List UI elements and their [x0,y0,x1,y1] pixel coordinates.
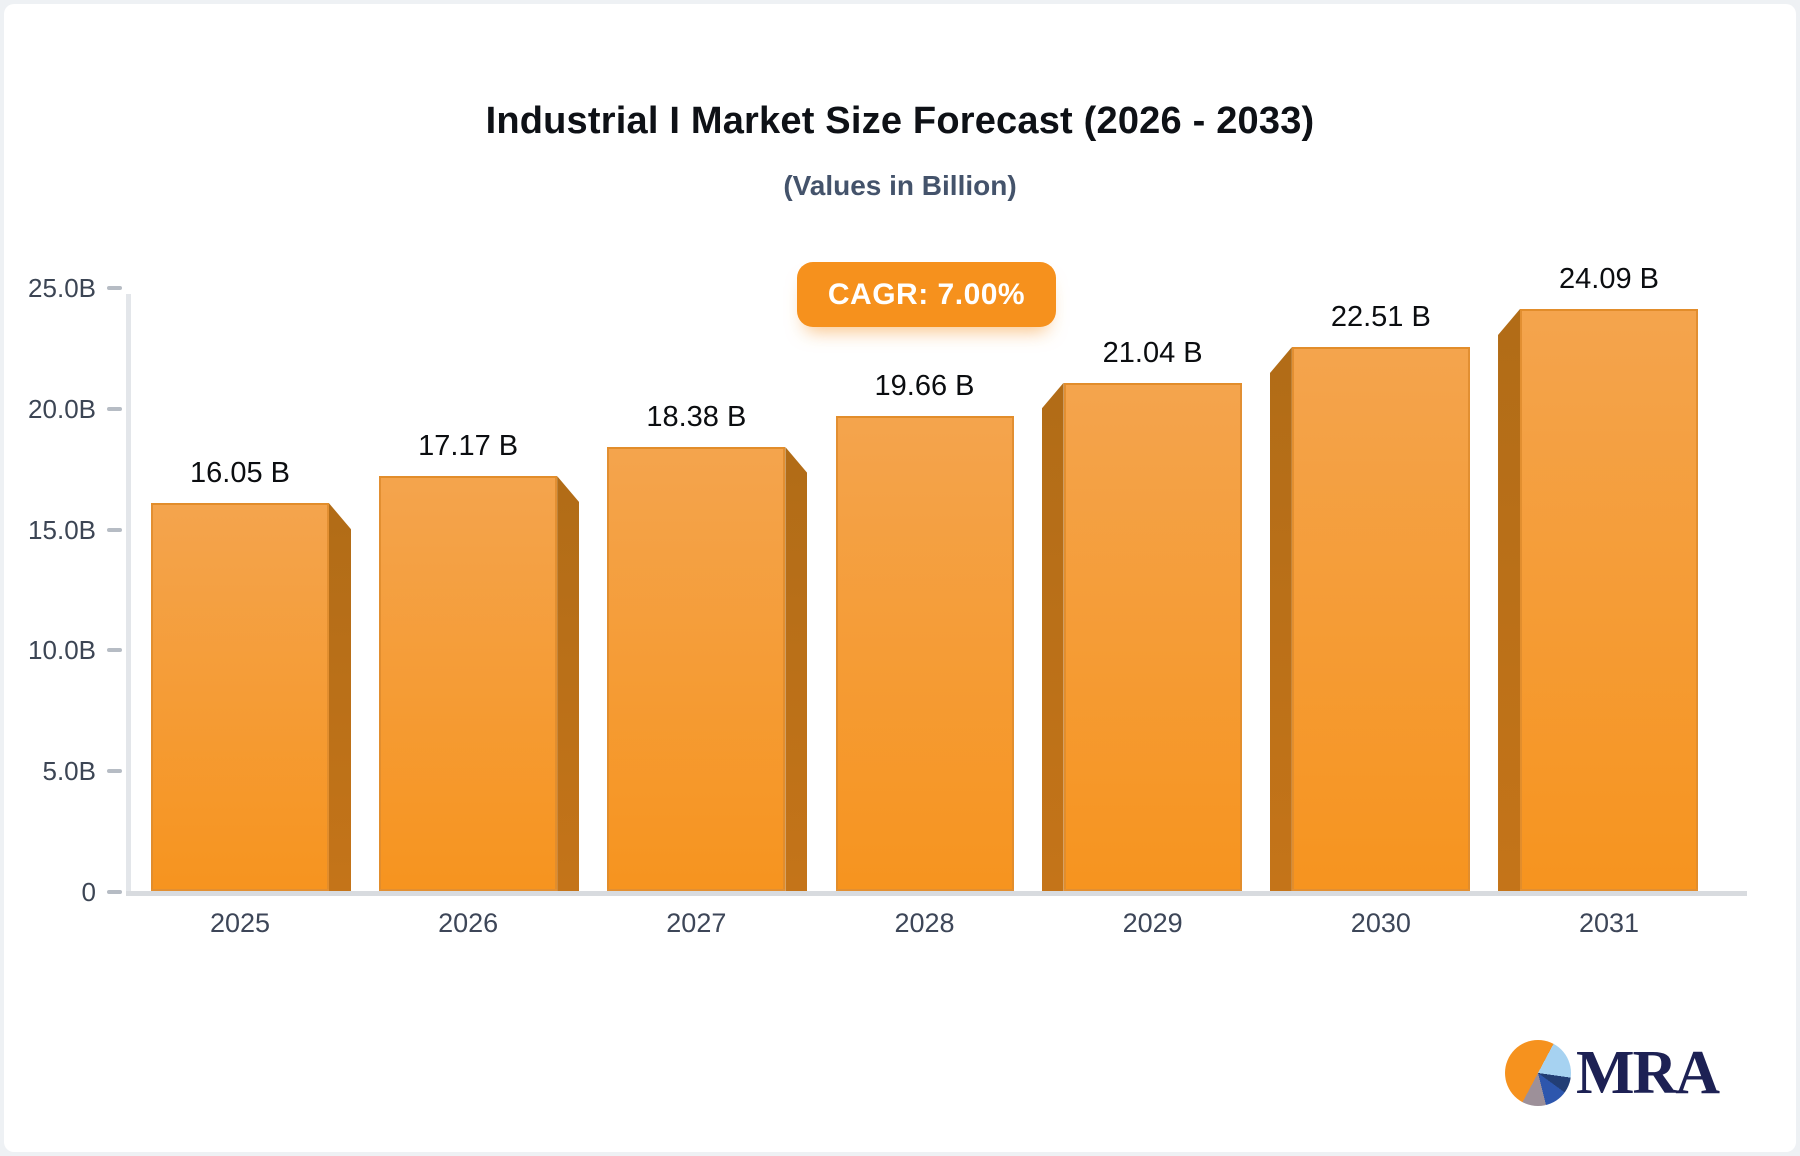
y-tick-mark [107,648,122,653]
bar-2029 [1063,382,1242,891]
y-tick-label: 20.0B [28,393,96,424]
bar-value-label: 16.05 B [190,457,290,490]
y-tick-mark [107,527,122,532]
y-tick-mark [107,769,122,774]
bar-value-label: 18.38 B [646,400,747,433]
bar-side-face [557,476,580,891]
bar-2030 [1291,347,1470,891]
y-tick-mark [107,406,122,411]
y-tick-label: 10.0B [28,635,96,666]
bar-side-face [1269,347,1292,891]
bar-value-label: 22.51 B [1330,301,1431,334]
y-tick-label: 5.0B [42,756,97,787]
bar-2028 [835,416,1014,891]
x-tick-label: 2025 [209,908,271,938]
y-tick-label: 15.0B [28,514,96,545]
x-tick-label: 2029 [1122,908,1183,938]
bar-2031 [1520,308,1699,891]
x-tick-label: 2031 [1578,908,1640,938]
bar-2027 [607,446,786,891]
y-tick-label: 0 [81,877,96,907]
bar-side-face [785,446,808,891]
y-tick-mark [107,286,122,290]
bar-value-label: 19.66 B [874,370,975,402]
y-tick-label: 25.0B [28,273,96,303]
x-tick-label: 2027 [666,908,727,938]
bar-side-face [1041,382,1064,891]
y-axis-line [126,294,131,896]
chart-card: Industrial I Market Size Forecast (2026 … [4,4,1796,1152]
x-tick-label: 2026 [438,908,499,938]
cagr-badge: CAGR: 7.00% [797,262,1056,327]
bar-chart-plot: 0 5.0B 10.0B 15.0B 20.0B 25.0B 16.05 B 2025 17.1… [4,4,1796,1152]
x-tick-label: 2030 [1350,908,1411,938]
y-tick-mark [107,890,122,894]
pie-chart-logo-icon [1505,1040,1571,1106]
bar-value-label: 21.04 B [1102,336,1203,369]
bar-side-face [329,503,351,891]
chart-subtitle: (Values in Billion) [783,170,1017,201]
cagr-badge-label: CAGR: 7.00% [827,277,1026,311]
chart-title: Industrial I Market Size Forecast (2026 … [485,100,1315,142]
bar-value-label: 17.17 B [418,430,519,463]
x-tick-label: 2028 [894,908,955,938]
brand-logo-text: MRA [1576,1039,1720,1107]
bar-2025 [151,503,329,891]
brand-logo: MRA [1505,1038,1720,1108]
bar-2026 [379,476,558,891]
bar-side-face [1498,308,1521,891]
bar-value-label: 24.09 B [1559,262,1659,295]
x-axis-baseline [126,891,1747,896]
